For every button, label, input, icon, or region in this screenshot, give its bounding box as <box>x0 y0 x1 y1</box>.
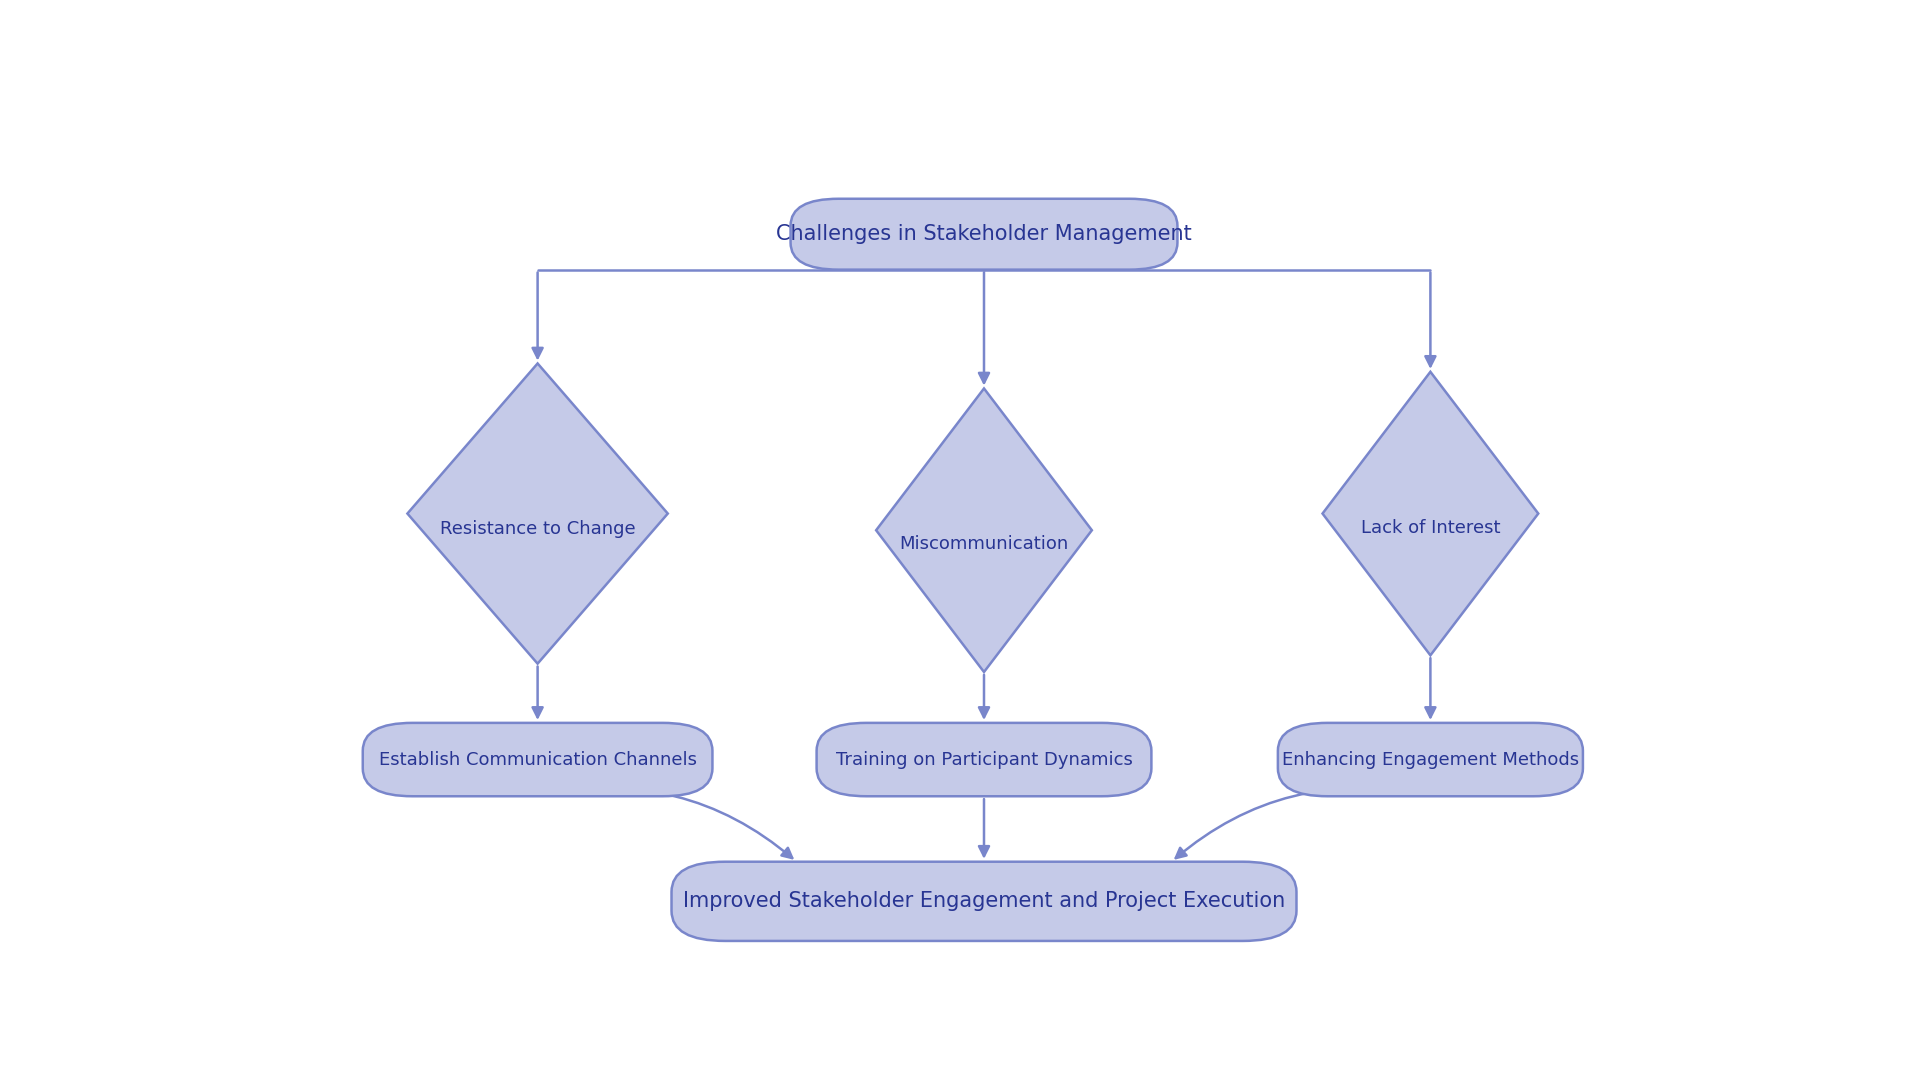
Text: Challenges in Stakeholder Management: Challenges in Stakeholder Management <box>776 224 1192 244</box>
Polygon shape <box>1323 371 1538 655</box>
FancyBboxPatch shape <box>363 722 712 796</box>
FancyBboxPatch shape <box>816 722 1152 796</box>
Text: Miscommunication: Miscommunication <box>899 535 1069 553</box>
Polygon shape <box>407 364 668 664</box>
FancyBboxPatch shape <box>791 199 1177 270</box>
Polygon shape <box>876 389 1092 671</box>
FancyBboxPatch shape <box>1279 722 1582 796</box>
Text: Training on Participant Dynamics: Training on Participant Dynamics <box>835 751 1133 769</box>
Text: Lack of Interest: Lack of Interest <box>1361 519 1500 537</box>
Text: Establish Communication Channels: Establish Communication Channels <box>378 751 697 769</box>
Text: Enhancing Engagement Methods: Enhancing Engagement Methods <box>1283 751 1578 769</box>
FancyBboxPatch shape <box>672 862 1296 941</box>
Text: Resistance to Change: Resistance to Change <box>440 520 636 537</box>
Text: Improved Stakeholder Engagement and Project Execution: Improved Stakeholder Engagement and Proj… <box>684 891 1284 911</box>
